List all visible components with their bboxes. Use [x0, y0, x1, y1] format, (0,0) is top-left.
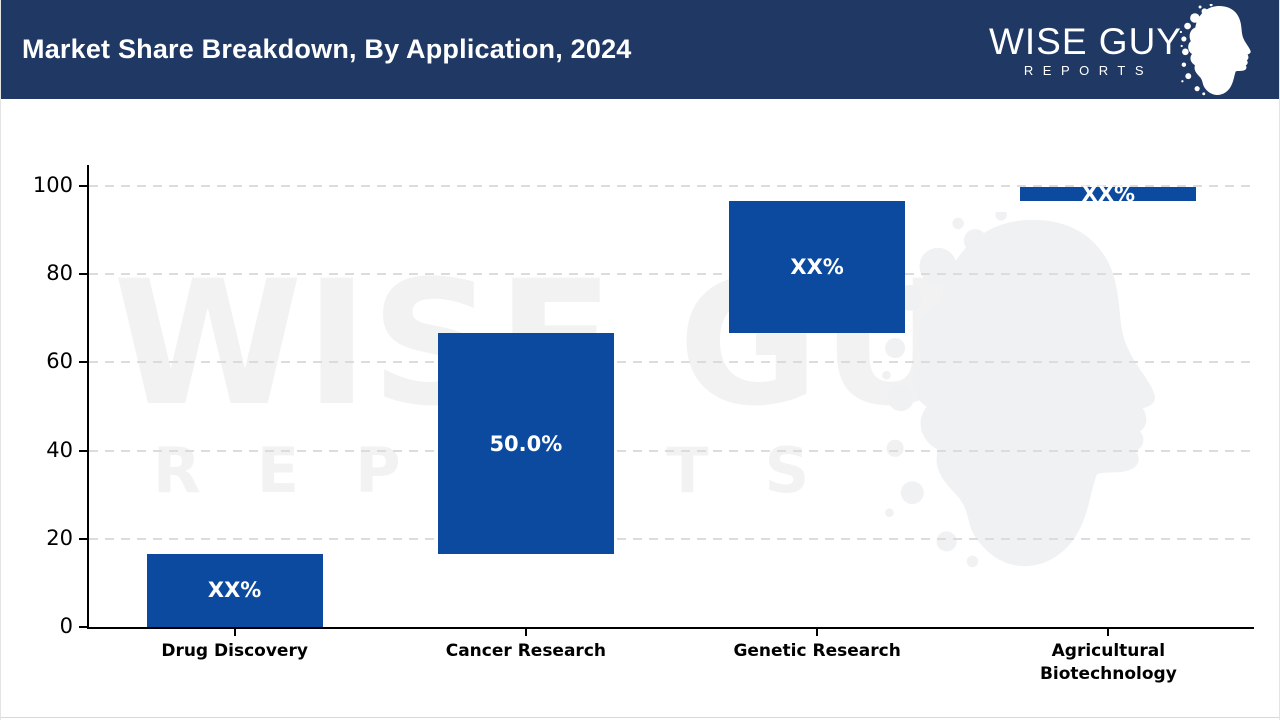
logo-wordmark: WISE GUY REPORTS — [989, 23, 1182, 77]
y-tick-label: 20 — [46, 525, 73, 550]
x-tick — [524, 629, 527, 636]
bar-value-label: XX% — [1081, 182, 1136, 207]
y-tick-label: 100 — [32, 173, 73, 197]
header-bar: Market Share Breakdown, By Application, … — [1, 0, 1279, 99]
y-tick — [79, 185, 87, 187]
y-tick — [79, 449, 87, 452]
y-tick — [79, 361, 87, 364]
logo-line1: WISE GUY — [988, 20, 1182, 62]
x-tick — [233, 629, 236, 636]
bar-segment: XX% — [1020, 182, 1197, 206]
y-tick-label: 80 — [46, 261, 73, 286]
bar-value-label: 50.0% — [489, 431, 563, 456]
y-tick — [79, 626, 87, 628]
category-label: Drug Discovery — [161, 641, 308, 661]
y-tick-label: 60 — [46, 349, 73, 374]
category-label: Agricultural Biotechnology — [1039, 641, 1177, 684]
y-tick-label: 40 — [46, 437, 73, 462]
y-tick — [79, 537, 87, 540]
bottom-divider — [1, 717, 1279, 718]
gridline-80 — [89, 273, 1254, 276]
y-tick-label: 0 — [59, 614, 73, 638]
page-title: Market Share Breakdown, By Application, … — [22, 34, 632, 64]
gridline-100 — [89, 185, 1254, 187]
logo-line2: REPORTS — [1023, 62, 1154, 78]
bar-value-label: XX% — [790, 255, 844, 280]
category-label: Cancer Research — [445, 641, 606, 661]
gridline-40 — [89, 449, 1254, 452]
gridline-60 — [89, 361, 1254, 364]
category-label: Genetic Research — [733, 641, 901, 661]
bar-segment: 50.0% — [437, 333, 614, 554]
bar-segment: XX% — [729, 200, 906, 334]
x-tick — [816, 629, 819, 636]
bar-segment: XX% — [146, 553, 323, 627]
x-tick — [1107, 629, 1110, 636]
bar-value-label: XX% — [207, 578, 262, 603]
x-axis-line — [87, 627, 1254, 629]
wiseguy-logo: WISE GUY REPORTS — [989, 4, 1256, 96]
y-tick — [79, 273, 87, 276]
gridline-20 — [89, 537, 1254, 540]
y-axis-line — [87, 165, 89, 629]
